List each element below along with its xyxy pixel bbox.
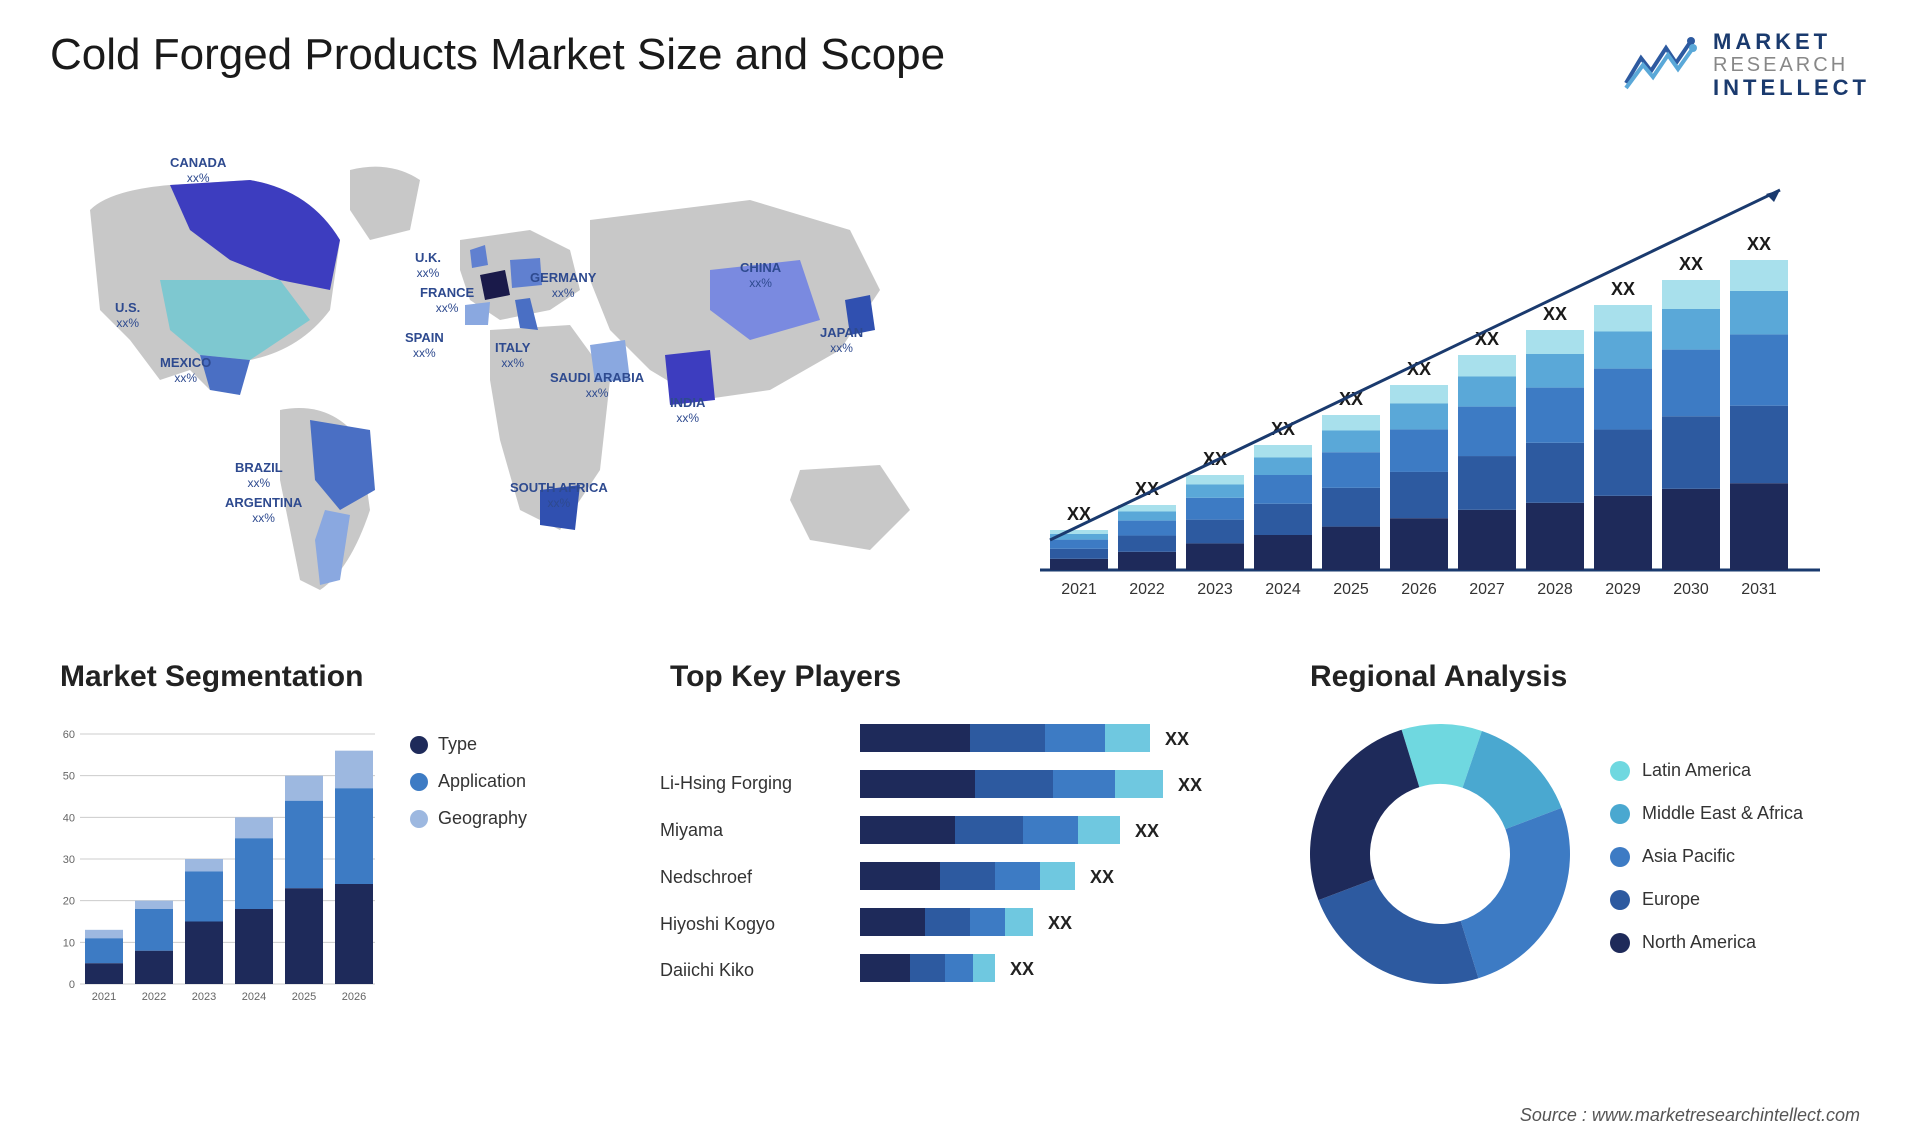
map-label: JAPANxx% [820, 325, 863, 355]
svg-text:XX: XX [1611, 279, 1635, 299]
svg-text:XX: XX [1543, 304, 1567, 324]
svg-text:2030: 2030 [1673, 581, 1709, 598]
map-label: SAUDI ARABIAxx% [550, 370, 644, 400]
svg-text:2026: 2026 [1401, 581, 1437, 598]
map-label: FRANCExx% [420, 285, 474, 315]
page-title: Cold Forged Products Market Size and Sco… [50, 30, 945, 80]
map-label: SPAINxx% [405, 330, 444, 360]
players-labels: Li-Hsing Forging Miyama Nedschroef Hiyoshi … [660, 714, 840, 994]
world-map: CANADAxx% U.S.xx% MEXICOxx% BRAZILxx% ARGENT… [50, 130, 970, 610]
brand-logo: MARKET RESEARCH INTELLECT [1621, 30, 1870, 100]
svg-text:2021: 2021 [92, 991, 116, 1003]
segmentation-title: Market Segmentation [50, 660, 620, 694]
svg-text:50: 50 [63, 771, 75, 783]
svg-text:2031: 2031 [1741, 581, 1777, 598]
region-legend-item: Asia Pacific [1610, 846, 1803, 867]
svg-text:60: 60 [63, 729, 75, 741]
map-label: INDIAxx% [670, 395, 705, 425]
players-chart: XX XX XX XX XX XX [860, 714, 1260, 1014]
region-legend-item: Europe [1610, 889, 1803, 910]
players-panel: Top Key Players Li-Hsing Forging Miyama Ne… [660, 660, 1260, 1040]
svg-text:XX: XX [1048, 913, 1072, 933]
svg-text:XX: XX [1679, 254, 1703, 274]
logo-text-3: INTELLECT [1713, 76, 1870, 100]
player-name: Hiyoshi Kogyo [660, 914, 840, 935]
map-label: CANADAxx% [170, 155, 226, 185]
svg-text:2021: 2021 [1061, 581, 1097, 598]
region-legend-item: Middle East & Africa [1610, 803, 1803, 824]
map-label: ARGENTINAxx% [225, 495, 302, 525]
svg-text:2022: 2022 [142, 991, 166, 1003]
legend-item: Application [410, 771, 527, 792]
legend-item: Geography [410, 808, 527, 829]
regional-panel: Regional Analysis Latin America Middle Ea… [1300, 660, 1870, 1040]
svg-text:XX: XX [1090, 867, 1114, 887]
svg-text:XX: XX [1010, 959, 1034, 979]
svg-text:2026: 2026 [342, 991, 366, 1003]
svg-text:2023: 2023 [1197, 581, 1233, 598]
svg-text:40: 40 [63, 813, 75, 825]
svg-text:30: 30 [63, 854, 75, 866]
map-label: GERMANYxx% [530, 270, 596, 300]
region-legend-item: Latin America [1610, 760, 1803, 781]
player-name: Miyama [660, 820, 840, 841]
svg-text:2027: 2027 [1469, 581, 1505, 598]
svg-text:10: 10 [63, 938, 75, 950]
map-label: MEXICOxx% [160, 355, 211, 385]
logo-icon [1621, 33, 1701, 98]
map-label: U.S.xx% [115, 300, 140, 330]
svg-text:2022: 2022 [1129, 581, 1165, 598]
segmentation-legend: Type Application Geography [410, 714, 527, 1014]
regional-title: Regional Analysis [1300, 660, 1870, 694]
map-label: U.K.xx% [415, 250, 441, 280]
legend-item: Type [410, 734, 527, 755]
svg-text:XX: XX [1135, 821, 1159, 841]
svg-text:XX: XX [1165, 729, 1189, 749]
svg-text:2025: 2025 [292, 991, 316, 1003]
logo-text-2: RESEARCH [1713, 54, 1870, 76]
regional-donut [1300, 714, 1580, 994]
svg-text:2023: 2023 [192, 991, 216, 1003]
svg-text:2028: 2028 [1537, 581, 1573, 598]
region-legend-item: North America [1610, 932, 1803, 953]
map-label: CHINAxx% [740, 260, 781, 290]
segmentation-panel: Market Segmentation 0 10 20 30 40 50 60 2021 202… [50, 660, 620, 1040]
player-name: Nedschroef [660, 867, 840, 888]
svg-text:2024: 2024 [1265, 581, 1301, 598]
players-title: Top Key Players [660, 660, 1260, 694]
regional-legend: Latin America Middle East & Africa Asia Pa… [1610, 760, 1803, 953]
player-name: Li-Hsing Forging [660, 773, 840, 794]
segmentation-chart: 0 10 20 30 40 50 60 2021 2022 2023 2024 2025 2026 [50, 714, 380, 1014]
svg-text:0: 0 [69, 979, 75, 991]
logo-text-1: MARKET [1713, 30, 1870, 54]
svg-text:2024: 2024 [242, 991, 266, 1003]
growth-bar-chart: XX2021XX2022XX2023XX2024XX2025XX2026XX20… [1030, 130, 1870, 610]
svg-text:XX: XX [1178, 775, 1202, 795]
map-label: BRAZILxx% [235, 460, 283, 490]
svg-text:20: 20 [63, 896, 75, 908]
player-name: Daiichi Kiko [660, 960, 840, 981]
map-label: SOUTH AFRICAxx% [510, 480, 608, 510]
svg-text:XX: XX [1747, 234, 1771, 254]
svg-text:2029: 2029 [1605, 581, 1641, 598]
source-attribution: Source : www.marketresearchintellect.com [1520, 1105, 1860, 1126]
map-label: ITALYxx% [495, 340, 530, 370]
svg-text:2025: 2025 [1333, 581, 1369, 598]
